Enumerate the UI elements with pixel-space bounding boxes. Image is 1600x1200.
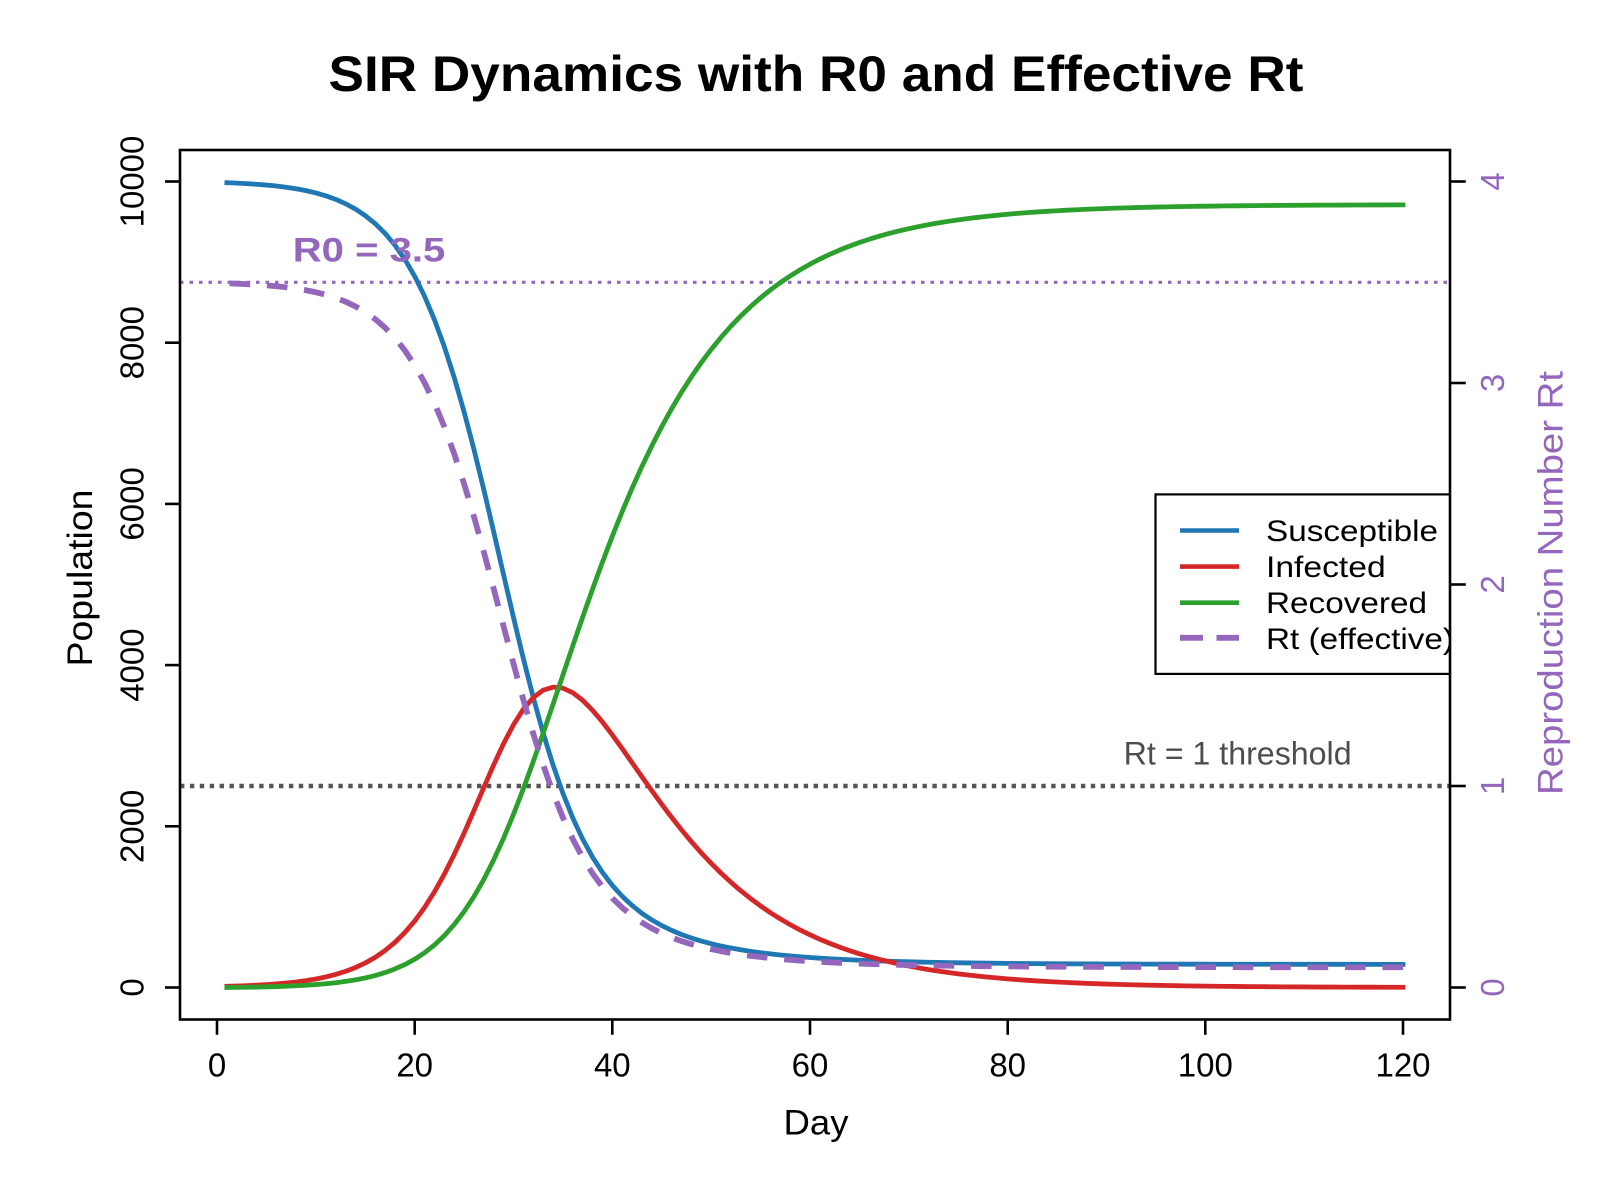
svg-text:1: 1 (1474, 777, 1511, 795)
svg-text:Rt = 1 threshold: Rt = 1 threshold (1124, 736, 1352, 772)
svg-text:2: 2 (1474, 575, 1511, 593)
svg-text:Recovered: Recovered (1266, 587, 1427, 620)
svg-text:6000: 6000 (114, 467, 151, 540)
svg-text:60: 60 (792, 1046, 829, 1083)
svg-text:20: 20 (396, 1046, 433, 1083)
svg-text:Infected: Infected (1266, 551, 1386, 584)
svg-text:Susceptible: Susceptible (1266, 515, 1438, 548)
svg-text:Day: Day (784, 1104, 850, 1143)
svg-text:Reproduction Number Rt: Reproduction Number Rt (1531, 371, 1570, 795)
svg-text:100: 100 (1178, 1046, 1233, 1083)
svg-text:10000: 10000 (114, 136, 151, 228)
svg-text:8000: 8000 (114, 306, 151, 379)
svg-text:4000: 4000 (114, 628, 151, 701)
svg-text:0: 0 (114, 978, 151, 996)
svg-text:0: 0 (208, 1046, 226, 1083)
svg-text:80: 80 (989, 1046, 1026, 1083)
svg-text:SIR Dynamics with R0 and Effec: SIR Dynamics with R0 and Effective Rt (329, 46, 1304, 102)
svg-text:R0 = 3.5: R0 = 3.5 (293, 231, 446, 269)
svg-text:Population: Population (61, 490, 100, 667)
svg-text:120: 120 (1375, 1046, 1430, 1083)
svg-text:3: 3 (1474, 374, 1511, 392)
svg-text:4: 4 (1474, 172, 1511, 190)
svg-text:40: 40 (594, 1046, 631, 1083)
svg-text:0: 0 (1474, 978, 1511, 996)
svg-text:2000: 2000 (114, 790, 151, 863)
svg-text:Rt (effective): Rt (effective) (1266, 623, 1454, 656)
